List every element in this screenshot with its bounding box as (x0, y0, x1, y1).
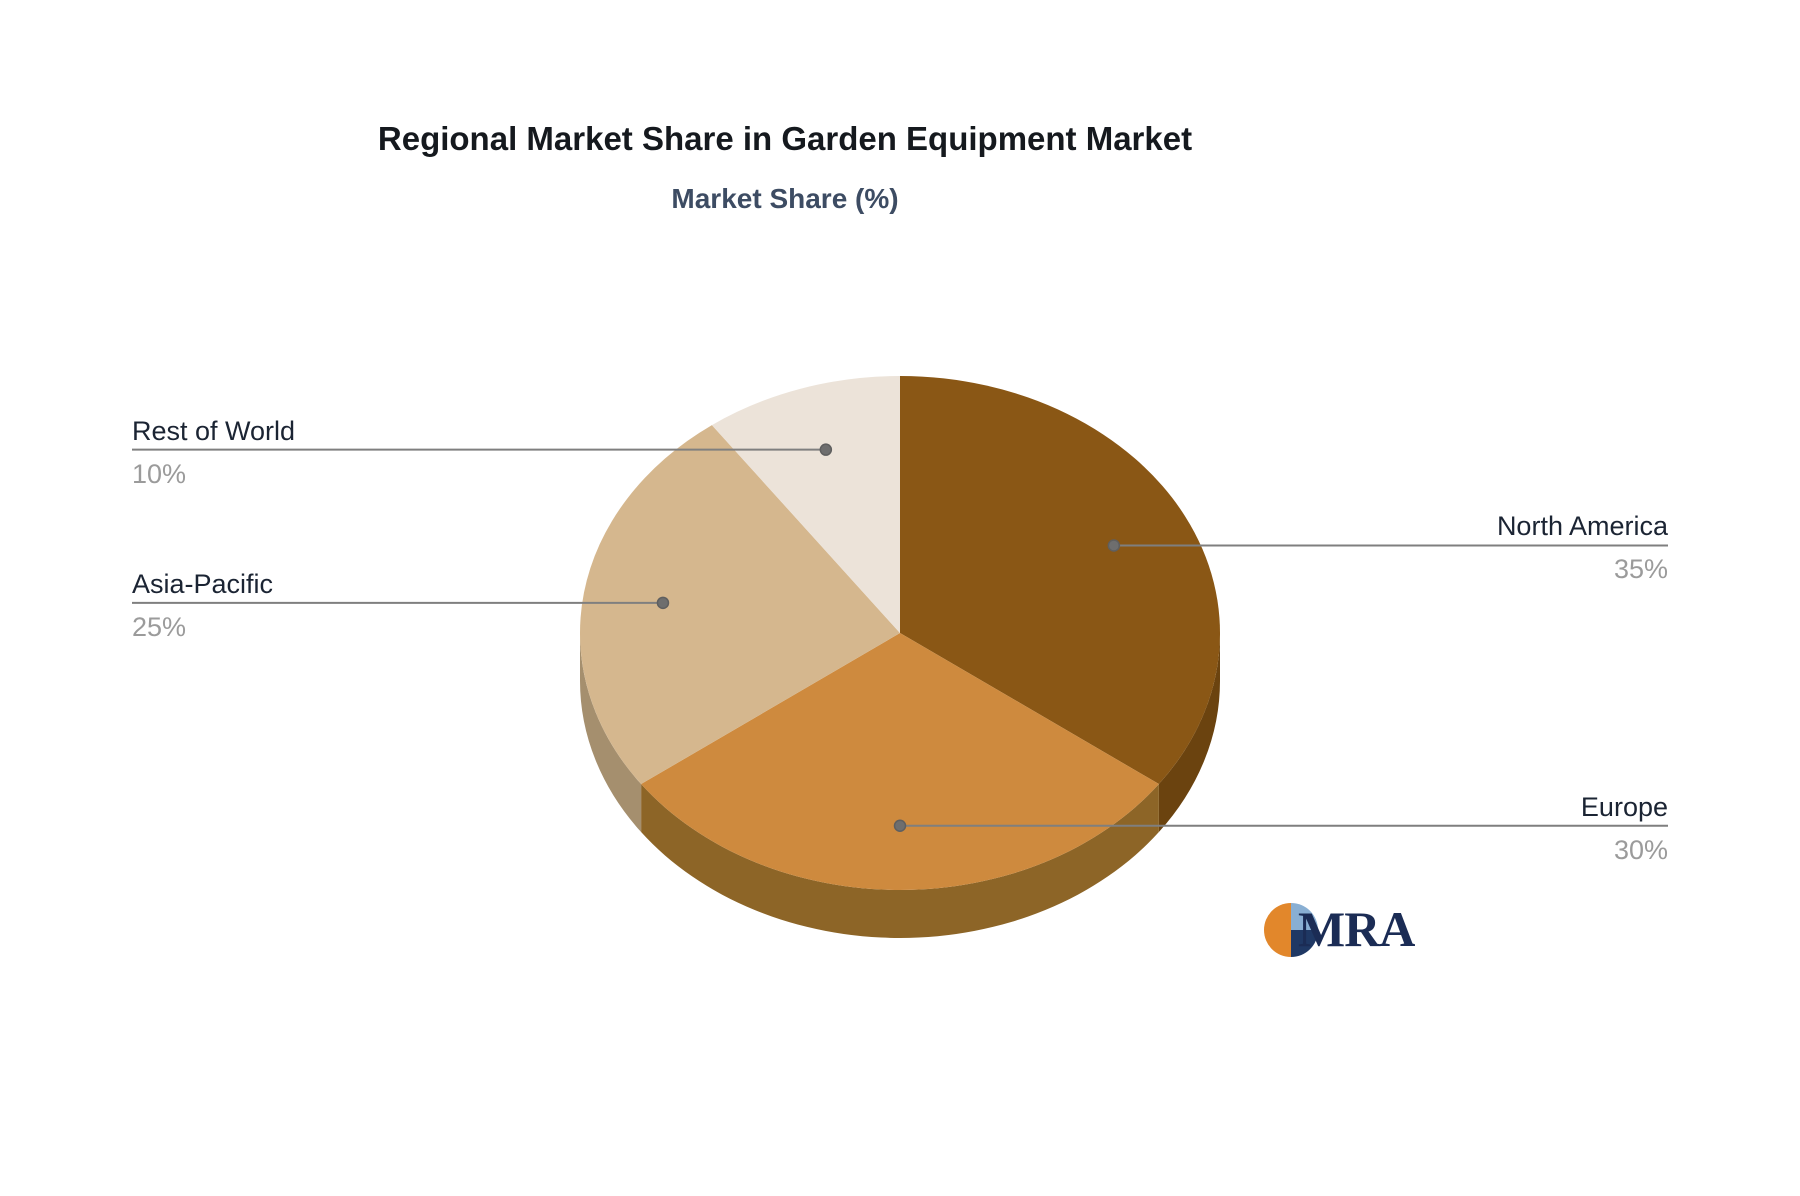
chart-subtitle: Market Share (%) (671, 183, 899, 214)
chart-title: Regional Market Share in Garden Equipmen… (377, 120, 1193, 157)
brand-wedge-navy (1291, 930, 1318, 957)
pie-slice-side-asia-pacific (580, 633, 642, 833)
brand-text: MRA (1298, 901, 1415, 957)
brand-wedge-lightblue (1291, 903, 1318, 930)
slice-value-north-america: 35% (1613, 554, 1668, 585)
leader-dot-europe (893, 819, 907, 832)
brand-logo: MRA (1258, 898, 1438, 964)
slice-label-europe: Europe (1580, 791, 1668, 822)
brand-circle-icon (1264, 903, 1318, 957)
pie-slice-asia-pacific[interactable] (580, 425, 900, 785)
slice-label-north-america: North America (1496, 511, 1668, 542)
slice-label-asia-pacific: Asia-Pacific (132, 568, 274, 599)
leader-dot-asia-pacific (656, 596, 670, 610)
pie-slice-side-north-america (1158, 633, 1220, 833)
slice-label-rest-of-world: Rest of World (132, 415, 296, 446)
brand-logo-icon (1264, 903, 1318, 957)
pie-slice-north-america[interactable] (900, 376, 1220, 785)
slice-value-rest-of-world: 10% (132, 458, 187, 489)
pie-leader-lines (132, 443, 1668, 832)
slice-value-europe: 30% (1613, 834, 1668, 865)
pie-top-faces (580, 376, 1220, 890)
pie-sides (580, 633, 1220, 938)
pie-slice-side-europe (641, 784, 1159, 938)
pie-slice-rest-of-world[interactable] (711, 376, 900, 633)
leader-dot-north-america (1107, 539, 1121, 552)
leader-dot-rest-of-world (819, 443, 833, 456)
slice-value-asia-pacific: 25% (132, 611, 187, 642)
brand-wedge-orange (1264, 903, 1291, 957)
